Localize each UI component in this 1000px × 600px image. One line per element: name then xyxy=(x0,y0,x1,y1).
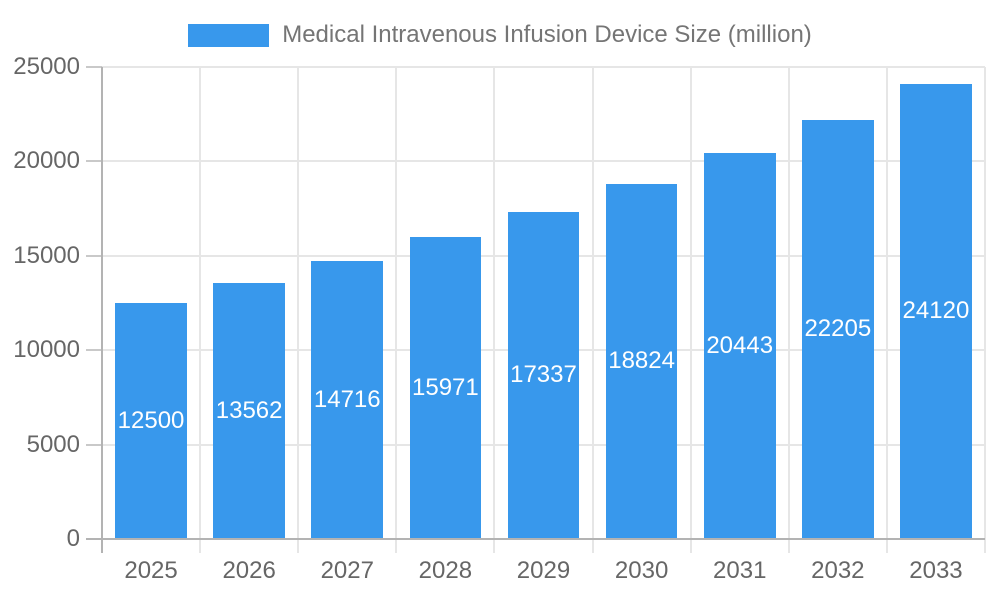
bar-2025[interactable]: 12500 xyxy=(115,303,187,539)
y-axis-tick-label: 20000 xyxy=(13,147,80,175)
gridline-vertical xyxy=(689,67,692,539)
x-axis-tick-label: 2028 xyxy=(418,557,473,584)
bar-value-label: 17337 xyxy=(510,361,577,389)
bar-value-label: 18824 xyxy=(608,347,675,375)
bar-2032[interactable]: 22205 xyxy=(802,119,874,539)
y-axis-tick xyxy=(86,443,102,446)
bar-2027[interactable]: 14716 xyxy=(311,261,384,539)
bar-2026[interactable]: 13562 xyxy=(213,282,285,539)
plot-area: 12500 13562 14716 15971 17337 18824 20443 22205… xyxy=(86,66,986,553)
x-axis-tick xyxy=(199,539,202,553)
y-axis-tick-label: 15000 xyxy=(13,241,80,269)
legend-label: Medical Intravenous Infusion Device Size… xyxy=(282,21,812,48)
y-axis xyxy=(101,67,103,553)
x-axis-tick xyxy=(984,539,986,553)
x-axis-tick-label: 2030 xyxy=(614,557,669,584)
x-axis-tick-label: 2026 xyxy=(222,557,276,584)
gridline-horizontal xyxy=(102,160,985,163)
x-axis-tick-label: 2033 xyxy=(909,557,963,584)
gridline-vertical xyxy=(395,67,398,539)
y-axis-tick xyxy=(86,160,102,163)
bar-value-label: 15971 xyxy=(412,374,479,402)
bar-2031[interactable]: 20443 xyxy=(703,153,776,539)
x-axis-tick-label: 2025 xyxy=(124,557,178,584)
gridline-horizontal xyxy=(102,66,985,68)
bar-value-label: 22205 xyxy=(804,315,872,343)
gridline-vertical xyxy=(984,67,986,539)
bar-value-label: 13562 xyxy=(215,396,283,424)
y-axis-tick xyxy=(86,349,102,352)
x-axis-tick-label: 2029 xyxy=(516,557,571,584)
x-axis-tick-label: 2032 xyxy=(811,557,865,584)
bar-2029[interactable]: 17337 xyxy=(507,211,580,539)
x-axis-tick xyxy=(885,539,888,553)
x-axis-tick xyxy=(297,539,300,553)
gridline-vertical xyxy=(297,67,300,539)
y-axis-tick-label: 5000 xyxy=(26,430,80,458)
gridline-vertical xyxy=(493,67,496,539)
y-axis-tick-label: 25000 xyxy=(13,53,80,80)
x-axis-tick-label: 2027 xyxy=(320,557,374,584)
bar-2028[interactable]: 15971 xyxy=(409,237,482,539)
y-axis-tick xyxy=(86,254,102,257)
bar-2030[interactable]: 18824 xyxy=(605,183,678,539)
x-axis-tick xyxy=(591,539,594,553)
gridline-vertical xyxy=(885,67,888,539)
x-axis-tick xyxy=(395,539,398,553)
y-axis-tick-label: 10000 xyxy=(13,336,80,364)
x-axis-tick-label: 2031 xyxy=(713,557,767,584)
bar-value-label: 24120 xyxy=(902,297,970,325)
x-axis-tick xyxy=(689,539,692,553)
bar-value-label: 14716 xyxy=(313,386,381,414)
y-axis-tick xyxy=(86,66,102,68)
y-axis-tick-label: 0 xyxy=(66,525,80,552)
legend-swatch xyxy=(188,23,270,47)
bar-value-label: 12500 xyxy=(117,407,185,434)
bar-value-label: 20443 xyxy=(706,332,774,360)
x-axis-tick xyxy=(787,539,790,553)
x-axis xyxy=(86,538,985,540)
gridline-vertical xyxy=(787,67,790,539)
gridline-vertical xyxy=(591,67,594,539)
chart-legend[interactable]: Medical Intravenous Infusion Device Size… xyxy=(0,21,1000,49)
x-axis-tick xyxy=(493,539,496,553)
bar-2033[interactable]: 24120 xyxy=(900,83,972,539)
gridline-vertical xyxy=(199,67,202,539)
